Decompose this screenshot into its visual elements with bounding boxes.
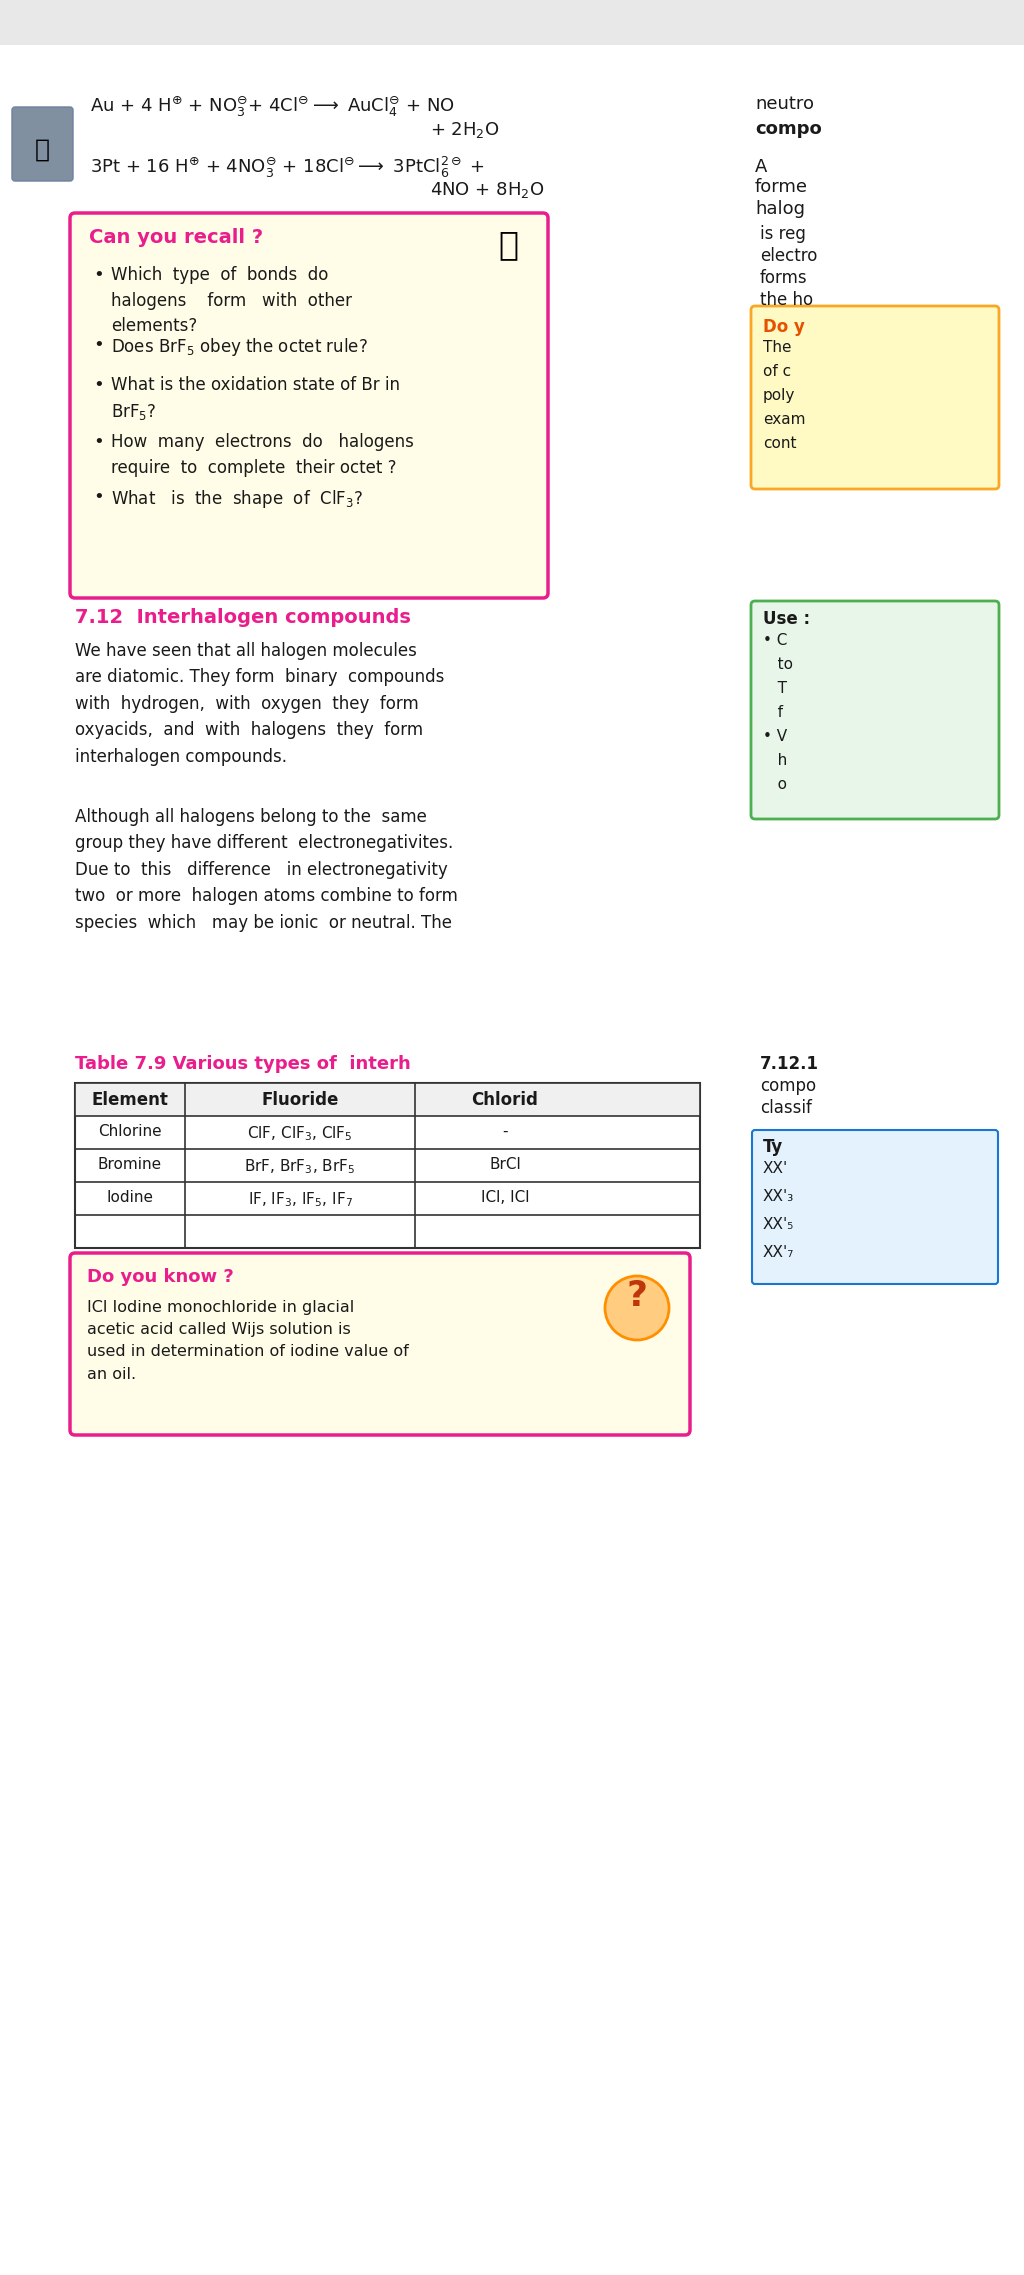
Text: We have seen that all halogen molecules
are diatomic. They form  binary  compoun: We have seen that all halogen molecules … (75, 642, 444, 767)
Text: 📖: 📖 (35, 139, 49, 162)
Text: Iodine: Iodine (106, 1190, 154, 1206)
Text: BrF, BrF$_3$, BrF$_5$: BrF, BrF$_3$, BrF$_5$ (245, 1158, 355, 1176)
Text: poly: poly (763, 389, 796, 403)
Text: Can you recall ?: Can you recall ? (89, 228, 263, 248)
Text: A: A (755, 157, 767, 175)
Text: What is the oxidation state of Br in
BrF$_5$?: What is the oxidation state of Br in BrF… (111, 375, 400, 423)
Text: + 2H$_2$O: + 2H$_2$O (430, 121, 500, 141)
Text: f: f (763, 705, 783, 719)
Text: The: The (763, 339, 792, 355)
Text: • C: • C (763, 632, 787, 648)
Text: electro: electro (760, 248, 817, 264)
Text: 4NO + 8H$_2$O: 4NO + 8H$_2$O (430, 180, 545, 200)
Text: XX'₃: XX'₃ (763, 1190, 795, 1203)
Text: Use :: Use : (763, 610, 810, 628)
Text: • V: • V (763, 728, 787, 744)
Text: BrCl: BrCl (489, 1158, 521, 1172)
Text: IF, IF$_3$, IF$_5$, IF$_7$: IF, IF$_3$, IF$_5$, IF$_7$ (248, 1190, 352, 1208)
Text: Ty: Ty (763, 1138, 783, 1156)
Text: exam: exam (763, 412, 806, 428)
Text: is reg: is reg (760, 225, 806, 243)
Text: XX': XX' (763, 1160, 788, 1176)
Text: compo: compo (760, 1076, 816, 1094)
Text: ?: ? (627, 1279, 647, 1313)
Text: Fluoride: Fluoride (261, 1092, 339, 1108)
Text: Element: Element (91, 1092, 168, 1108)
FancyBboxPatch shape (751, 307, 999, 489)
Text: •: • (93, 432, 103, 450)
Text: o: o (763, 778, 787, 792)
Text: ClF, ClF$_3$, ClF$_5$: ClF, ClF$_3$, ClF$_5$ (247, 1124, 353, 1142)
Bar (75, 1083, 700, 1249)
Text: •: • (93, 266, 103, 284)
Text: cont: cont (763, 437, 797, 450)
Text: forme: forme (755, 177, 808, 196)
Text: •: • (93, 337, 103, 355)
Text: •: • (93, 375, 103, 394)
Text: How  many  electrons  do   halogens
require  to  complete  their octet ?: How many electrons do halogens require t… (111, 432, 414, 478)
Text: XX'₇: XX'₇ (763, 1244, 795, 1260)
FancyBboxPatch shape (752, 1131, 998, 1283)
Text: Does BrF$_5$ obey the octet rule?: Does BrF$_5$ obey the octet rule? (111, 337, 368, 357)
Text: halog: halog (755, 200, 805, 218)
Bar (75, 1083, 700, 1117)
Text: 3Pt + 16 H$^{\oplus}$ + 4NO$_3^{\ominus}$ + 18Cl$^{\ominus}$$\longrightarrow$ 3P: 3Pt + 16 H$^{\oplus}$ + 4NO$_3^{\ominus}… (90, 155, 484, 180)
Text: h: h (763, 753, 787, 769)
Text: Which  type  of  bonds  do
halogens    form   with  other
elements?: Which type of bonds do halogens form wit… (111, 266, 352, 334)
Text: Table 7.9 Various types of  interh: Table 7.9 Various types of interh (75, 1056, 411, 1074)
FancyBboxPatch shape (70, 1254, 690, 1436)
Text: ICl, ICl: ICl, ICl (480, 1190, 529, 1206)
FancyBboxPatch shape (751, 601, 999, 819)
Text: the ho: the ho (760, 291, 813, 309)
FancyBboxPatch shape (0, 0, 1024, 46)
Text: forms: forms (760, 268, 808, 287)
Text: 🧠: 🧠 (498, 228, 518, 262)
Text: XX'₅: XX'₅ (763, 1217, 795, 1233)
Text: classif: classif (760, 1099, 812, 1117)
Text: neutro: neutro (755, 96, 814, 114)
Text: Chlorid: Chlorid (472, 1092, 539, 1108)
FancyBboxPatch shape (12, 107, 73, 182)
Text: 7.12  Interhalogen compounds: 7.12 Interhalogen compounds (75, 607, 411, 628)
Circle shape (605, 1276, 669, 1340)
Text: •: • (93, 489, 103, 505)
Text: Au + 4 H$^{\oplus}$ + NO$_3^{\ominus}$+ 4Cl$^{\ominus}$$\longrightarrow$ AuCl$_4: Au + 4 H$^{\oplus}$ + NO$_3^{\ominus}$+ … (90, 96, 455, 121)
Text: What   is  the  shape  of  ClF$_3$?: What is the shape of ClF$_3$? (111, 489, 364, 510)
FancyBboxPatch shape (70, 214, 548, 598)
Text: -: - (502, 1124, 508, 1140)
Text: compo: compo (755, 121, 821, 139)
Text: T: T (763, 680, 787, 696)
Text: Do y: Do y (763, 319, 805, 337)
Text: Do you know ?: Do you know ? (87, 1267, 233, 1285)
Text: to: to (763, 657, 793, 671)
Text: Chlorine: Chlorine (98, 1124, 162, 1140)
Text: ICl Iodine monochloride in glacial
acetic acid called Wijs solution is
used in d: ICl Iodine monochloride in glacial aceti… (87, 1299, 409, 1381)
Text: 7.12.1: 7.12.1 (760, 1056, 819, 1074)
Text: Bromine: Bromine (98, 1158, 162, 1172)
Text: of c: of c (763, 364, 792, 380)
Text: Although all halogens belong to the  same
group they have different  electronega: Although all halogens belong to the same… (75, 808, 458, 930)
